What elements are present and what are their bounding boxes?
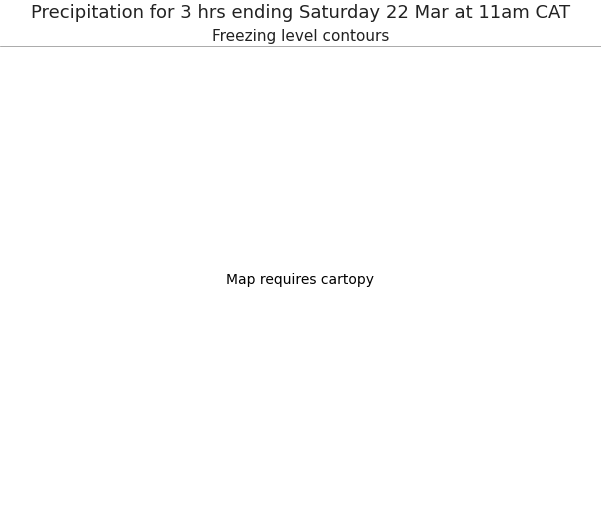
Text: Map requires cartopy: Map requires cartopy [227,272,374,287]
Text: Precipitation for 3 hrs ending Saturday 22 Mar at 11am CAT: Precipitation for 3 hrs ending Saturday … [31,4,570,22]
Text: Freezing level contours: Freezing level contours [212,29,389,44]
